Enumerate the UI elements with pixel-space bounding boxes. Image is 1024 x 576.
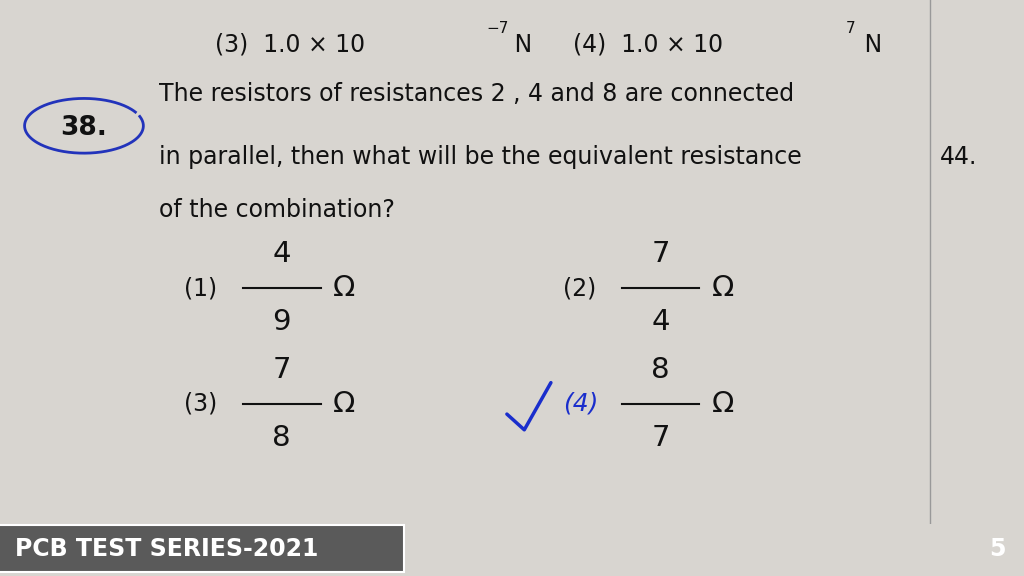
Text: (4)  1.0 × 10: (4) 1.0 × 10 [573, 33, 724, 56]
Text: 7: 7 [651, 240, 670, 268]
Text: (2): (2) [563, 276, 596, 300]
Text: Ω: Ω [333, 389, 355, 418]
Text: 5: 5 [989, 537, 1006, 560]
Text: (1): (1) [184, 276, 217, 300]
Text: −7: −7 [486, 21, 509, 36]
Text: Ω: Ω [712, 389, 734, 418]
Text: in parallel, then what will be the equivalent resistance: in parallel, then what will be the equiv… [159, 145, 802, 169]
Text: of the combination?: of the combination? [159, 198, 394, 222]
Text: 38.: 38. [60, 115, 108, 142]
Text: Ω: Ω [333, 274, 355, 302]
Text: Ω: Ω [712, 274, 734, 302]
Text: 7: 7 [651, 424, 670, 452]
Text: 4: 4 [272, 240, 291, 268]
Text: The resistors of resistances 2 , 4 and 8 are connected: The resistors of resistances 2 , 4 and 8… [159, 82, 794, 107]
Text: (3): (3) [184, 392, 217, 416]
Text: 4: 4 [651, 308, 670, 336]
Text: (3)  1.0 × 10: (3) 1.0 × 10 [215, 33, 366, 56]
Text: 8: 8 [272, 424, 291, 452]
Text: 7: 7 [272, 355, 291, 384]
Text: N: N [857, 33, 883, 56]
Text: 44.: 44. [940, 145, 977, 169]
Text: N: N [507, 33, 532, 56]
Text: 8: 8 [651, 355, 670, 384]
Text: (4): (4) [563, 392, 599, 416]
FancyBboxPatch shape [0, 525, 404, 572]
Text: PCB TEST SERIES-2021: PCB TEST SERIES-2021 [15, 537, 318, 560]
Text: 9: 9 [272, 308, 291, 336]
Text: 7: 7 [846, 21, 855, 36]
